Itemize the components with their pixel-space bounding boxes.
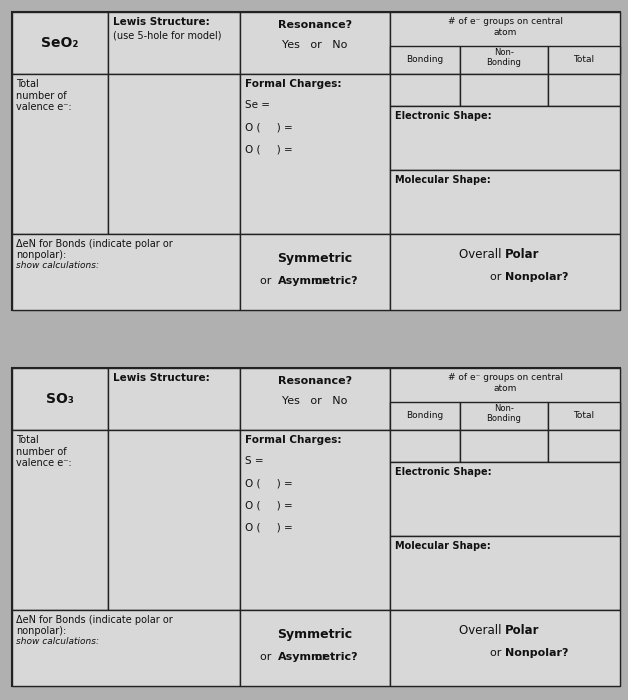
Text: or: or — [315, 276, 330, 286]
Bar — [460, 74, 548, 106]
Bar — [548, 46, 620, 74]
Text: O (     ) =: O ( ) = — [245, 478, 293, 488]
Text: Lewis Structure:: Lewis Structure: — [113, 17, 210, 27]
Bar — [12, 74, 108, 234]
Text: Overall: Overall — [458, 624, 505, 637]
Text: Yes   or   No: Yes or No — [283, 396, 348, 406]
Bar — [460, 402, 548, 430]
Bar — [390, 430, 460, 462]
Bar — [12, 368, 620, 686]
Bar — [108, 430, 240, 610]
Text: Bonding: Bonding — [406, 412, 443, 421]
Bar — [12, 368, 108, 430]
Text: show calculations:: show calculations: — [16, 637, 99, 646]
Bar — [548, 402, 620, 430]
Text: Total
number of
valence e⁻:: Total number of valence e⁻: — [16, 79, 72, 112]
Bar — [548, 430, 620, 462]
Text: Total: Total — [573, 55, 595, 64]
Text: (use 5-hole for model): (use 5-hole for model) — [113, 30, 222, 40]
Bar — [12, 430, 108, 610]
Text: Nonpolar?: Nonpolar? — [505, 272, 568, 282]
Text: Molecular Shape:: Molecular Shape: — [395, 175, 490, 185]
Text: # of e⁻ groups on central: # of e⁻ groups on central — [448, 373, 563, 382]
Bar — [12, 12, 108, 74]
Text: Total
number of
valence e⁻:: Total number of valence e⁻: — [16, 435, 72, 468]
Bar — [390, 234, 620, 310]
Text: atom: atom — [494, 384, 517, 393]
Text: O (     ) =: O ( ) = — [245, 122, 293, 132]
Text: Symmetric: Symmetric — [278, 628, 352, 641]
Text: Non-
Bonding: Non- Bonding — [487, 48, 521, 67]
Text: Electronic Shape:: Electronic Shape: — [395, 467, 492, 477]
Text: Resonance?: Resonance? — [278, 376, 352, 386]
Text: show calculations:: show calculations: — [16, 261, 99, 270]
Text: Resonance?: Resonance? — [278, 20, 352, 30]
Text: ΔeN for Bonds (indicate polar or: ΔeN for Bonds (indicate polar or — [16, 615, 173, 625]
Bar — [390, 106, 620, 170]
Text: Non-
Bonding: Non- Bonding — [487, 404, 521, 424]
Bar — [390, 46, 460, 74]
Text: Asymmetric?: Asymmetric? — [278, 652, 359, 662]
Bar — [108, 74, 240, 234]
Text: Molecular Shape:: Molecular Shape: — [395, 541, 490, 551]
Bar — [240, 74, 390, 234]
Bar — [460, 46, 548, 74]
Bar — [390, 170, 620, 234]
Bar — [390, 12, 620, 74]
Bar — [12, 12, 620, 310]
Text: S =: S = — [245, 456, 264, 466]
Bar — [390, 368, 620, 430]
Bar — [240, 610, 390, 686]
Text: Formal Charges:: Formal Charges: — [245, 435, 342, 445]
Text: Polar: Polar — [505, 624, 539, 637]
Bar — [240, 368, 390, 430]
Text: Nonpolar?: Nonpolar? — [505, 648, 568, 658]
Bar — [390, 74, 460, 106]
Text: Yes   or   No: Yes or No — [283, 40, 348, 50]
Text: Lewis Structure:: Lewis Structure: — [113, 373, 210, 383]
Bar — [12, 610, 240, 686]
Bar — [108, 368, 240, 430]
Bar — [390, 402, 460, 430]
Text: atom: atom — [494, 28, 517, 37]
Bar — [390, 536, 620, 610]
Text: nonpolar):: nonpolar): — [16, 250, 66, 260]
Text: Electronic Shape:: Electronic Shape: — [395, 111, 492, 121]
Text: SeO₂: SeO₂ — [41, 36, 78, 50]
Bar — [390, 610, 620, 686]
Text: O (     ) =: O ( ) = — [245, 144, 293, 154]
Text: or: or — [260, 276, 275, 286]
Text: Bonding: Bonding — [406, 55, 443, 64]
Text: or: or — [490, 272, 505, 282]
Text: O (     ) =: O ( ) = — [245, 522, 293, 532]
Text: O (     ) =: O ( ) = — [245, 500, 293, 510]
Text: Overall: Overall — [458, 248, 505, 261]
Bar — [548, 74, 620, 106]
Bar — [460, 430, 548, 462]
Text: nonpolar):: nonpolar): — [16, 626, 66, 636]
Text: Se =: Se = — [245, 100, 270, 110]
Bar — [240, 430, 390, 610]
Text: Total: Total — [573, 412, 595, 421]
Text: SO₃: SO₃ — [46, 392, 74, 406]
Text: # of e⁻ groups on central: # of e⁻ groups on central — [448, 17, 563, 26]
Text: or: or — [490, 648, 505, 658]
Text: Formal Charges:: Formal Charges: — [245, 79, 342, 89]
Text: or: or — [315, 652, 330, 662]
Bar — [108, 12, 240, 74]
Text: Symmetric: Symmetric — [278, 252, 352, 265]
Text: Polar: Polar — [505, 248, 539, 261]
Bar — [390, 462, 620, 536]
Bar — [12, 234, 240, 310]
Text: ΔeN for Bonds (indicate polar or: ΔeN for Bonds (indicate polar or — [16, 239, 173, 249]
Bar — [240, 12, 390, 74]
Bar — [240, 234, 390, 310]
Text: or: or — [260, 652, 275, 662]
Text: Asymmetric?: Asymmetric? — [278, 276, 359, 286]
